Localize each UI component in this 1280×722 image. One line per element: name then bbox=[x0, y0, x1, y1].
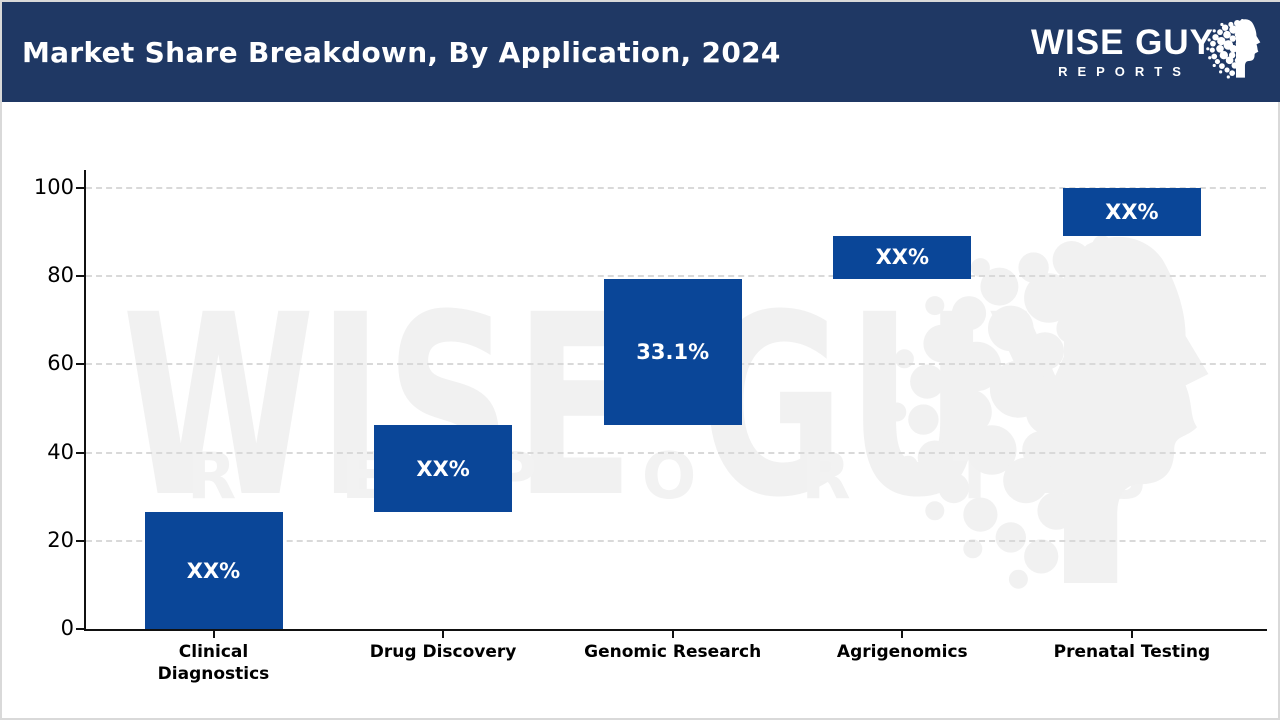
logo-wordmark: WISE GUY bbox=[1030, 23, 1214, 62]
chart-area: WISE GUY REPORTS 0 20 40 60 80 100 XX% Clinical… bbox=[2, 102, 1280, 722]
y-tick-mark bbox=[76, 363, 84, 366]
header: Market Share Breakdown, By Application, … bbox=[2, 2, 1280, 102]
x-axis-label: Agrigenomics bbox=[836, 642, 968, 662]
page-title: Market Share Breakdown, By Application, … bbox=[22, 35, 781, 69]
y-tick-mark bbox=[76, 539, 84, 542]
x-tick-mark bbox=[901, 631, 904, 638]
y-tick-label: 0 bbox=[60, 616, 74, 640]
gridline-20 bbox=[86, 539, 1266, 542]
gridline-100 bbox=[86, 187, 1266, 189]
bar-agrigenomics: XX% bbox=[833, 235, 972, 280]
bar-prenatal-testing: XX% bbox=[1062, 188, 1201, 236]
y-tick-mark bbox=[76, 628, 84, 630]
bar-drug-discovery: XX% bbox=[374, 425, 513, 513]
y-tick-mark bbox=[76, 451, 84, 454]
x-axis-label: Prenatal Testing bbox=[1053, 642, 1211, 662]
y-tick-label: 80 bbox=[47, 263, 74, 288]
y-tick-label: 100 bbox=[33, 175, 74, 199]
gridline-80 bbox=[86, 275, 1266, 278]
bar-value-label: XX% bbox=[875, 245, 930, 270]
y-tick-label: 40 bbox=[47, 439, 74, 464]
bar-value-label: 33.1% bbox=[636, 340, 710, 365]
y-tick-mark bbox=[76, 187, 84, 189]
x-axis-label: Clinical Diagnostics bbox=[157, 642, 270, 685]
x-tick-mark bbox=[1130, 631, 1133, 638]
bar-value-label: XX% bbox=[186, 558, 241, 583]
bar-clinical-diagnostics: XX% bbox=[144, 512, 283, 629]
y-tick-label: 60 bbox=[47, 351, 74, 376]
face-profile-icon bbox=[1204, 14, 1268, 90]
wise-guy-reports-logo: WISE GUY REPORTS bbox=[1031, 14, 1268, 90]
x-axis-label: Genomic Research bbox=[584, 642, 762, 662]
logo-subtext: REPORTS bbox=[1058, 64, 1191, 79]
x-tick-mark bbox=[671, 631, 674, 638]
y-tick-mark bbox=[76, 275, 84, 278]
gridline-40 bbox=[86, 451, 1266, 454]
watermark-face-icon bbox=[874, 222, 1254, 640]
bar-genomic-research: 33.1% bbox=[603, 279, 742, 426]
bar-value-label: XX% bbox=[1105, 199, 1159, 224]
x-tick-mark bbox=[212, 631, 215, 638]
y-tick-label: 20 bbox=[47, 527, 74, 552]
y-axis-spine bbox=[84, 170, 86, 631]
x-tick-mark bbox=[442, 631, 445, 638]
x-axis-label: Drug Discovery bbox=[369, 642, 517, 662]
bar-value-label: XX% bbox=[416, 456, 470, 481]
x-axis-spine bbox=[84, 629, 1267, 631]
